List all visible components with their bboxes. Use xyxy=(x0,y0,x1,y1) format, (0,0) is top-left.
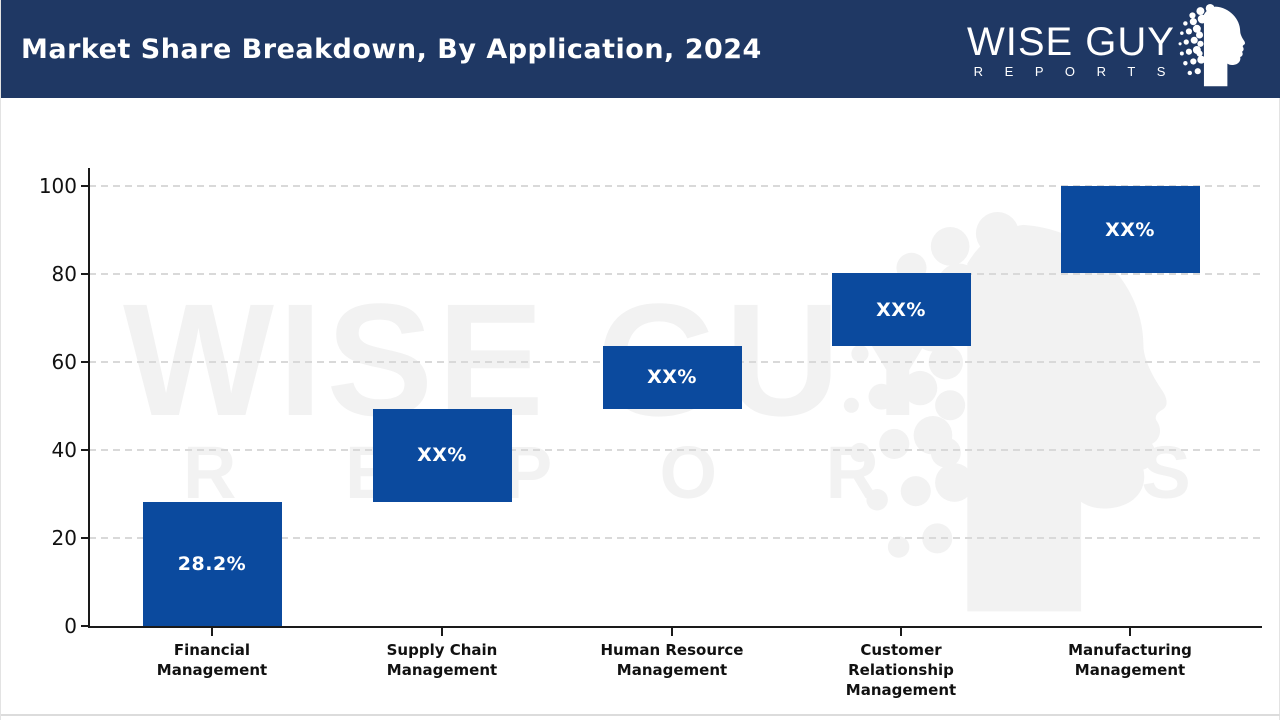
y-axis-tick-label: 20 xyxy=(51,526,77,550)
y-axis-tick xyxy=(81,537,88,539)
x-axis-tick xyxy=(441,628,443,636)
category-label: Human Resource Management xyxy=(554,640,790,680)
header: Market Share Breakdown, By Application, … xyxy=(1,0,1280,98)
bar-value-label: XX% xyxy=(876,298,926,321)
bar-segment: XX% xyxy=(1060,186,1200,274)
category-label: Financial Management xyxy=(94,640,330,680)
x-axis-line xyxy=(88,626,1262,628)
bar-segment: 28.2% xyxy=(142,501,282,626)
category-label-line: Management xyxy=(386,661,498,679)
gridline xyxy=(89,273,1262,275)
category-label-line: Customer xyxy=(860,641,942,659)
bar-segment: XX% xyxy=(602,346,742,409)
category-label-line: Management xyxy=(616,661,728,679)
category-label: Manufacturing Management xyxy=(1012,640,1248,680)
brand-text: WISE GUY R E P O R T S xyxy=(967,21,1175,79)
y-axis-tick-label: 0 xyxy=(64,614,77,638)
x-axis-tick xyxy=(900,628,902,636)
bottom-border xyxy=(1,714,1280,716)
page-title: Market Share Breakdown, By Application, … xyxy=(21,33,762,65)
bar-value-label: 28.2% xyxy=(177,552,247,575)
category-label-line: Management xyxy=(156,661,268,679)
bar-value-label: XX% xyxy=(417,444,467,467)
category-label-line: Supply Chain xyxy=(386,641,498,659)
y-axis-tick xyxy=(81,625,88,627)
y-axis-tick-label: 100 xyxy=(38,174,77,198)
watermark-text-wiseguy: WISE GUY xyxy=(123,270,956,449)
category-label-line: Management xyxy=(1074,661,1186,679)
category-label-line: Manufacturing xyxy=(1068,641,1192,659)
brand-subname: R E P O R T S xyxy=(973,64,1175,79)
brand-logo: WISE GUY R E P O R T S xyxy=(967,4,1271,88)
bar-segment: XX% xyxy=(372,408,512,502)
y-axis-tick-label: 80 xyxy=(51,262,77,286)
bar-value-label: XX% xyxy=(1105,218,1155,241)
y-axis-tick xyxy=(81,185,88,187)
category-label-line: Relationship xyxy=(848,661,954,679)
x-axis-tick xyxy=(1129,628,1131,636)
y-axis-tick-label: 40 xyxy=(51,438,77,462)
category-label-line: Human Resource xyxy=(600,641,744,659)
y-axis-tick-label: 60 xyxy=(51,350,77,374)
gridline xyxy=(89,449,1262,451)
y-axis-tick xyxy=(81,273,88,275)
category-label-line: Financial xyxy=(173,641,251,659)
x-axis-tick xyxy=(671,628,673,636)
gridline xyxy=(89,185,1262,187)
x-axis-tick xyxy=(211,628,213,636)
y-axis-line xyxy=(88,168,90,628)
category-label: Customer Relationship Management xyxy=(783,640,1019,700)
brand-name: WISE GUY xyxy=(966,20,1175,64)
bar-value-label: XX% xyxy=(647,366,697,389)
category-label-line: Management xyxy=(845,681,957,699)
y-axis-tick xyxy=(81,449,88,451)
y-axis-tick xyxy=(81,361,88,363)
gridline xyxy=(89,537,1262,539)
category-label: Supply Chain Management xyxy=(324,640,560,680)
bar-segment: XX% xyxy=(831,273,971,347)
brand-head-icon xyxy=(1178,4,1245,87)
